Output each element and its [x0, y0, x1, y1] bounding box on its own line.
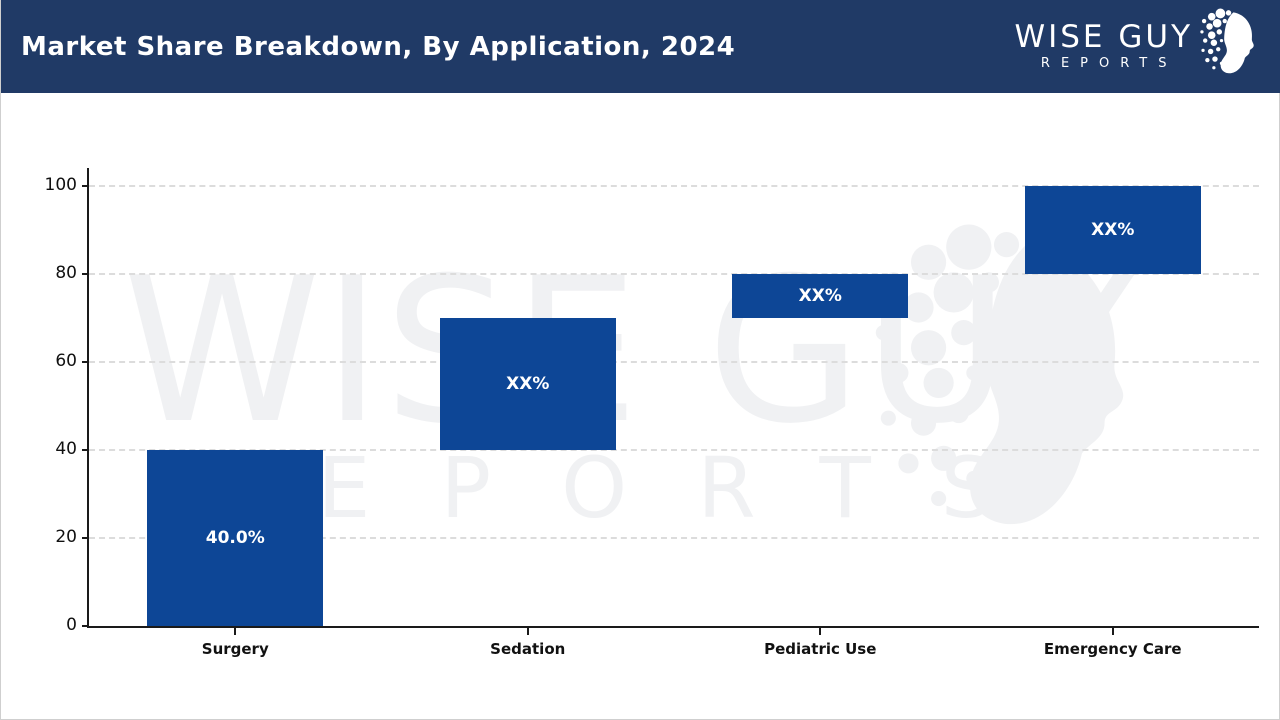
x-tick-label: Emergency Care — [1043, 640, 1182, 658]
bar-emergency-care: XX% — [1024, 186, 1201, 274]
y-tick-mark — [82, 449, 89, 451]
wiseguy-logo: WISE GUY REPORTS — [1014, 8, 1267, 84]
y-tick-label: 100 — [44, 175, 77, 195]
gridline-y20 — [89, 537, 1259, 539]
x-tick-label: Pediatric Use — [764, 640, 877, 658]
x-tick-mark — [526, 628, 529, 635]
bar-surgery: 40.0% — [147, 450, 324, 626]
bar-pediatric-use: XX% — [732, 274, 909, 318]
bar-sedation: XX% — [439, 318, 616, 450]
page-title: Market Share Breakdown, By Application, … — [21, 31, 736, 62]
bar-value-label: 40.0% — [205, 528, 265, 548]
y-tick-label: 0 — [66, 615, 77, 635]
y-tick-label: 60 — [55, 351, 77, 371]
y-tick-mark — [82, 273, 89, 275]
y-tick-mark — [82, 537, 89, 539]
y-tick-label: 80 — [55, 263, 77, 283]
y-tick-label: 40 — [55, 439, 77, 459]
x-tick-mark — [819, 628, 822, 635]
y-axis-line — [87, 168, 89, 628]
gridline-y40 — [89, 449, 1259, 451]
gridline-y100 — [89, 185, 1259, 187]
logo-subtext: REPORTS — [1040, 55, 1178, 71]
logo-wordmark: WISE GUY — [1014, 19, 1193, 56]
watermark-head-icon — [875, 224, 1124, 525]
bar-value-label: XX% — [506, 374, 550, 394]
x-axis-line — [87, 626, 1259, 628]
header-band: Market Share Breakdown, By Application, … — [1, 0, 1280, 93]
wiseguy-logo-text: WISE GUY REPORTS — [1014, 21, 1193, 71]
y-tick-mark — [82, 361, 89, 363]
y-tick-mark — [82, 185, 89, 187]
gridline-y60 — [89, 361, 1259, 363]
x-tick-label: Surgery — [201, 640, 269, 658]
wiseguy-head-icon — [1200, 8, 1254, 74]
bar-value-label: XX% — [798, 286, 842, 306]
bar-value-label: XX% — [1091, 220, 1135, 240]
y-tick-label: 20 — [55, 527, 77, 547]
x-tick-mark — [234, 628, 237, 635]
x-tick-mark — [1111, 628, 1114, 635]
x-tick-label: Sedation — [490, 640, 566, 658]
gridline-y80 — [89, 273, 1259, 275]
y-tick-mark — [82, 625, 89, 627]
